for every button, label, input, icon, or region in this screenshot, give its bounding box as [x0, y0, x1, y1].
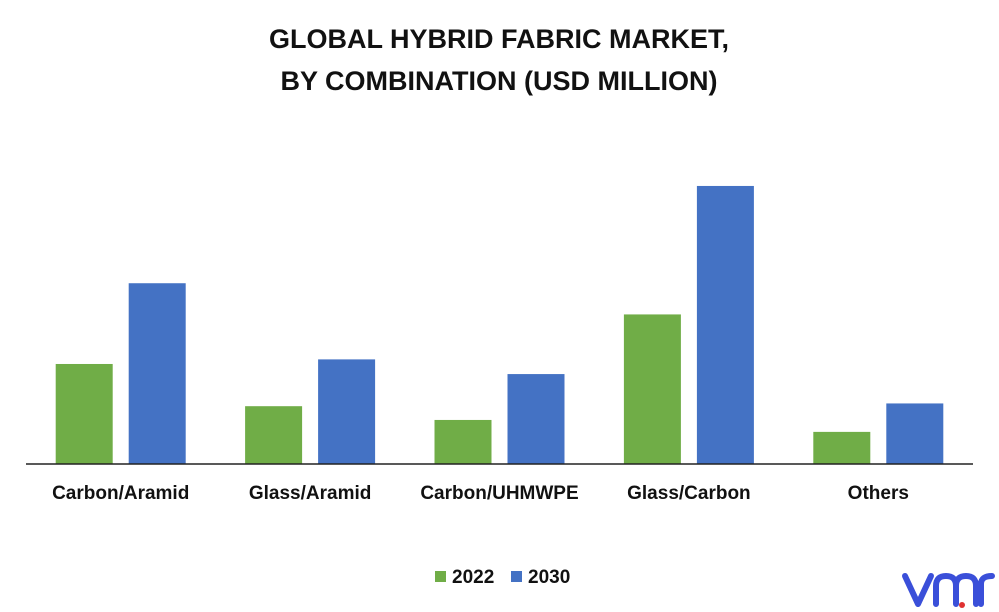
bar-2022-carbon-uhmwpe: [434, 419, 492, 464]
bars-group: [55, 185, 944, 464]
category-label: Others: [848, 483, 909, 504]
vmr-logo-dot: [959, 602, 965, 608]
bar-2022-carbon-aramid: [55, 363, 113, 464]
category-labels: Carbon/Aramid Glass/Aramid Carbon/UHMWPE Gl…: [52, 483, 909, 504]
legend-swatch-2022: [435, 571, 446, 582]
bar-2030-others: [886, 403, 944, 464]
bar-2022-glass-carbon: [623, 314, 681, 464]
bar-2030-glass-carbon: [696, 185, 754, 464]
chart-title: GLOBAL HYBRID FABRIC MARKET, BY COMBINAT…: [269, 24, 729, 96]
bar-2030-glass-aramid: [318, 359, 376, 464]
vmr-logo-mark: [902, 573, 995, 607]
category-label: Carbon/UHMWPE: [420, 483, 578, 504]
category-label: Glass/Aramid: [249, 483, 372, 504]
bar-2022-glass-aramid: [245, 406, 303, 464]
chart-title-line-2: BY COMBINATION (USD MILLION): [281, 66, 718, 96]
category-label: Carbon/Aramid: [52, 483, 189, 504]
bar-2030-carbon-aramid: [128, 283, 186, 464]
legend-label-2030: 2030: [528, 567, 570, 588]
chart-title-line-1: GLOBAL HYBRID FABRIC MARKET,: [269, 24, 729, 54]
category-label: Glass/Carbon: [627, 483, 751, 504]
bar-2030-carbon-uhmwpe: [507, 374, 565, 464]
legend-swatch-2030: [511, 571, 522, 582]
legend-label-2022: 2022: [452, 567, 494, 588]
legend: 2022 2030: [435, 567, 570, 588]
vmr-logo: [902, 573, 995, 608]
bar-2022-others: [813, 431, 871, 464]
